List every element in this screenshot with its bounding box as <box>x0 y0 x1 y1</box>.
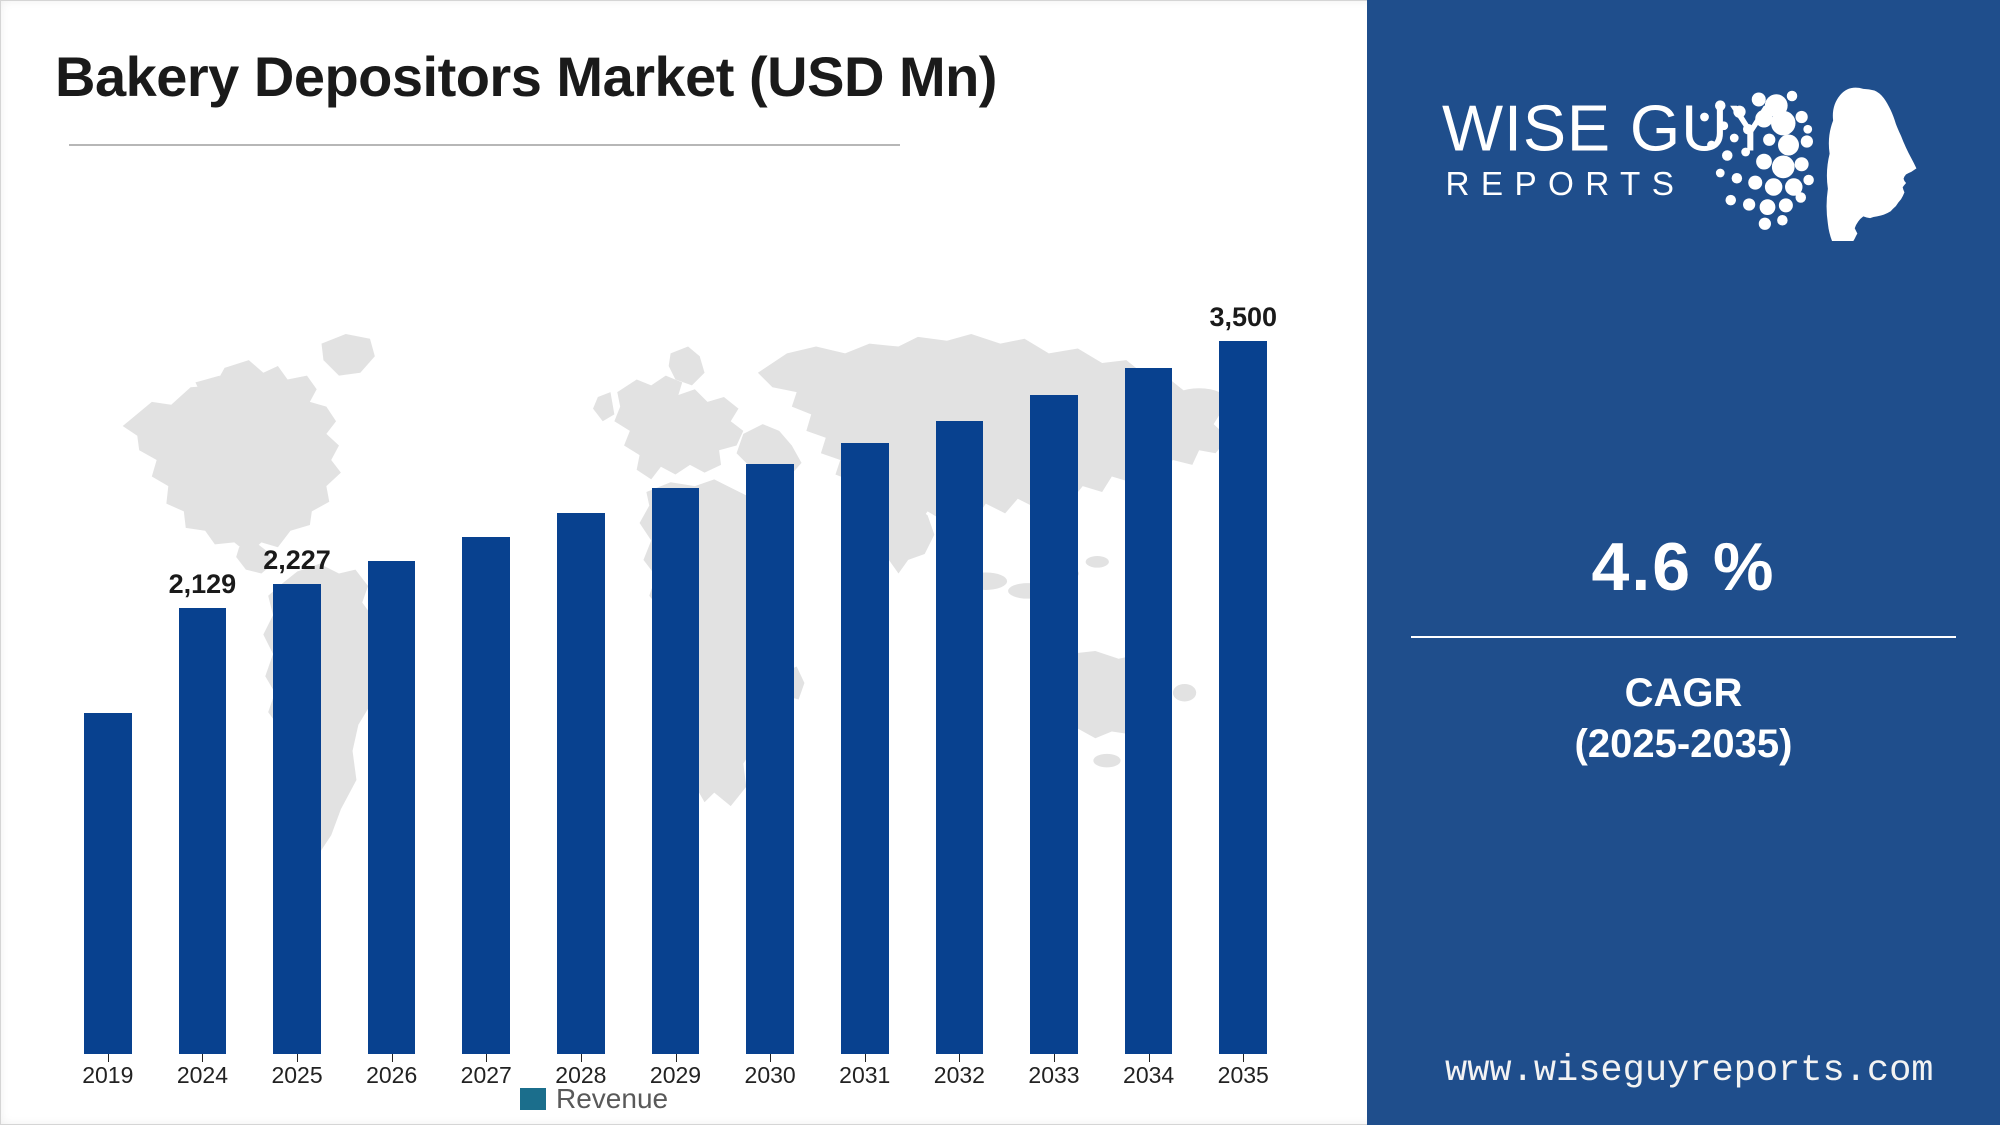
svg-text:REPORTS: REPORTS <box>1446 166 1686 203</box>
